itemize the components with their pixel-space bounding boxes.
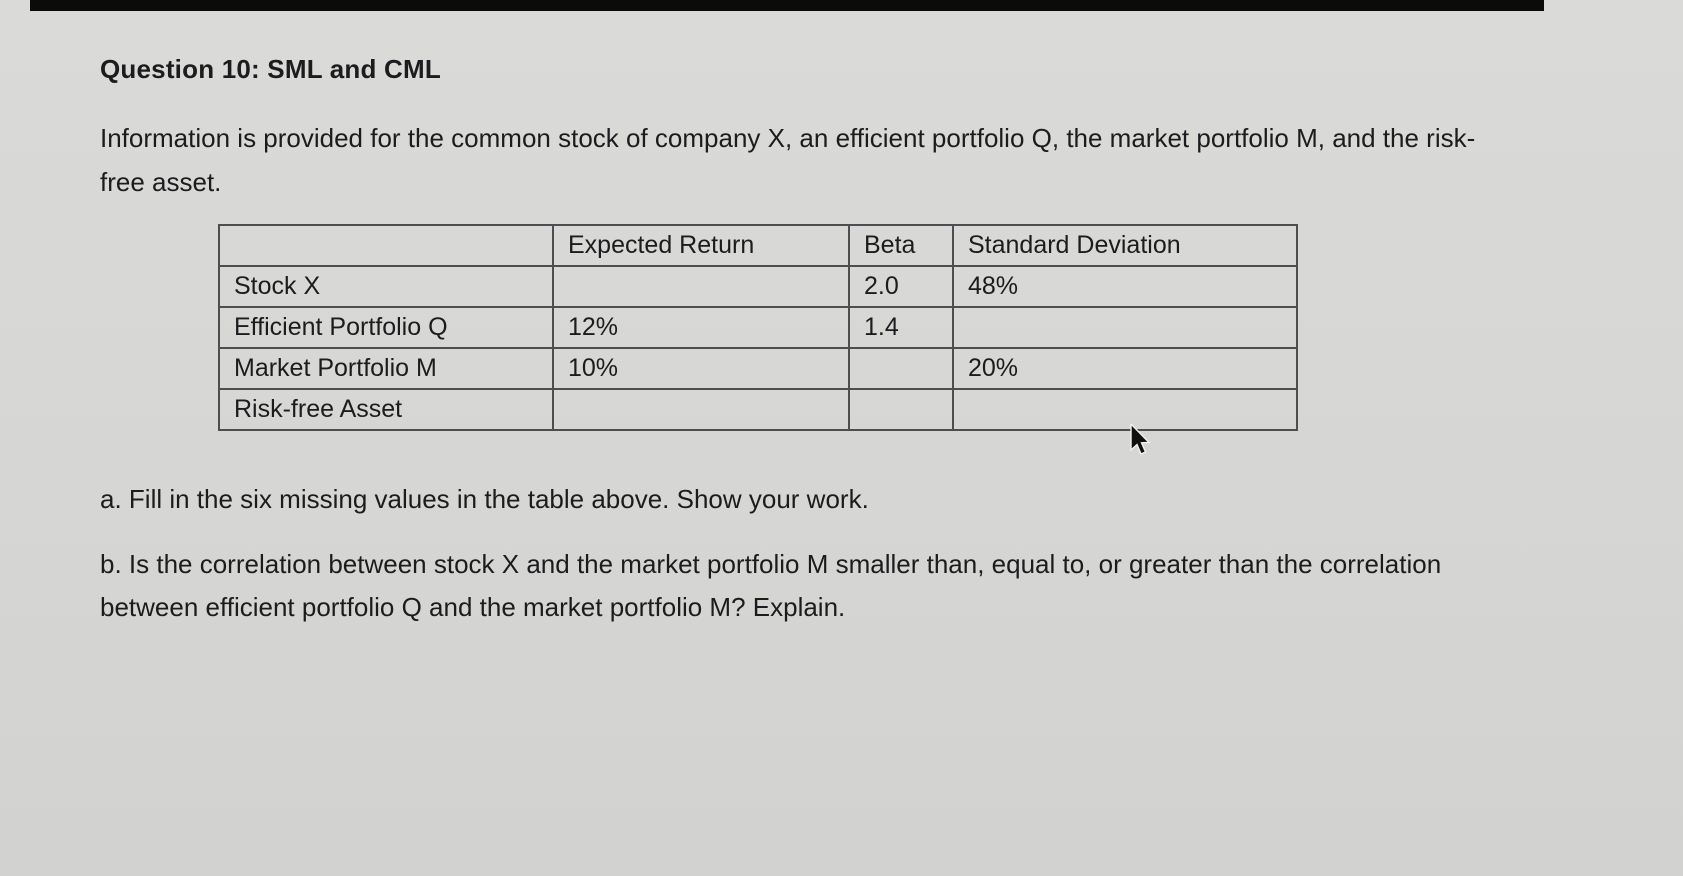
intro-text: Information is provided for the common s… <box>100 123 1476 197</box>
table-row: Stock X 2.0 48% <box>218 265 1298 308</box>
table-header-row: Expected Return Beta Standard Deviation <box>218 224 1298 267</box>
cell-risk-free-expected-return <box>552 388 850 431</box>
header-standard-deviation: Standard Deviation <box>952 224 1298 267</box>
table-row: Risk-free Asset <box>218 388 1298 431</box>
cell-portfolio-q-beta: 1.4 <box>848 306 954 349</box>
question-part-b: b. Is the correlation between stock X an… <box>100 549 1442 622</box>
cell-risk-free-beta <box>848 388 954 431</box>
cell-stock-x-std-dev: 48% <box>952 265 1298 308</box>
row-label-stock-x: Stock X <box>218 265 554 308</box>
header-beta: Beta <box>848 224 954 267</box>
mouse-cursor-icon <box>1130 424 1151 455</box>
cell-market-m-std-dev: 20% <box>952 347 1298 390</box>
cell-stock-x-beta: 2.0 <box>848 265 954 308</box>
cell-market-m-beta <box>848 347 954 390</box>
cell-market-m-expected-return: 10% <box>552 347 850 390</box>
screen-top-edge-bar <box>30 0 1544 11</box>
question-part-a: a. Fill in the six missing values in the… <box>100 484 869 514</box>
header-blank <box>218 224 554 267</box>
cell-portfolio-q-std-dev <box>952 306 1298 349</box>
table-row: Efficient Portfolio Q 12% 1.4 <box>218 306 1298 349</box>
question-title: Question 10: SML and CML <box>100 54 441 84</box>
row-label-efficient-portfolio-q: Efficient Portfolio Q <box>218 306 554 349</box>
row-label-market-portfolio-m: Market Portfolio M <box>218 347 554 390</box>
cell-risk-free-std-dev <box>952 388 1298 431</box>
header-expected-return: Expected Return <box>552 224 850 267</box>
table-row: Market Portfolio M 10% 20% <box>218 347 1298 390</box>
row-label-risk-free-asset: Risk-free Asset <box>218 388 554 431</box>
cell-stock-x-expected-return <box>552 265 850 308</box>
data-table: Expected Return Beta Standard Deviation … <box>218 224 1298 431</box>
cell-portfolio-q-expected-return: 12% <box>552 306 850 349</box>
